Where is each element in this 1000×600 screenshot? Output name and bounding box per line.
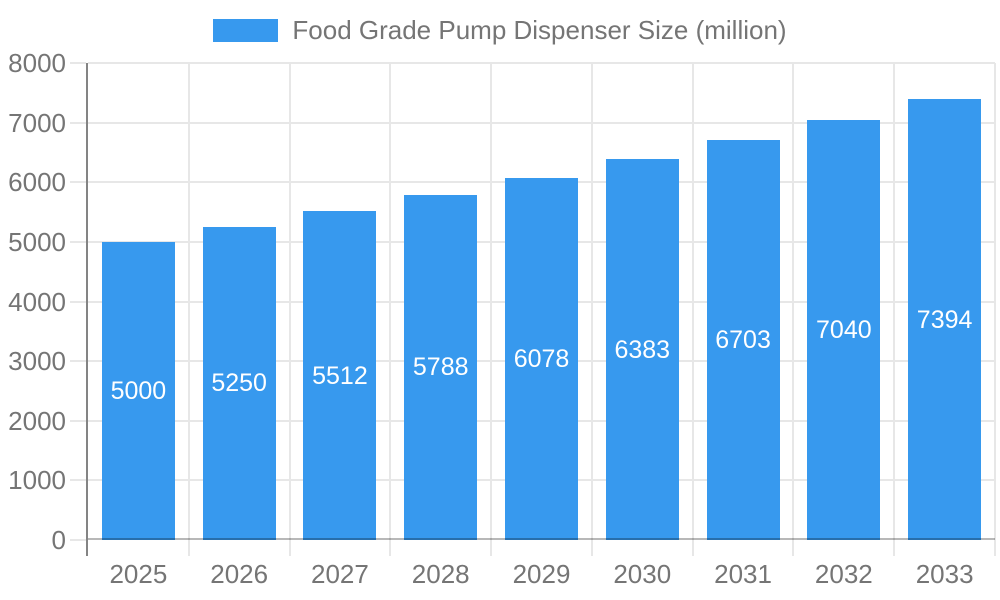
y-axis-label: 3000 xyxy=(8,346,66,377)
bar-value-label: 7040 xyxy=(816,316,872,345)
bar-value-label: 6383 xyxy=(614,335,671,364)
bar-value-label: 7394 xyxy=(916,305,973,334)
bar[interactable] xyxy=(404,194,478,540)
y-axis-label: 8000 xyxy=(8,48,66,78)
bar-value-label: 5512 xyxy=(312,361,368,390)
bar-value-label: 6703 xyxy=(715,326,771,355)
y-tick xyxy=(70,121,86,124)
x-axis-label: 2033 xyxy=(915,559,974,589)
legend-swatch-icon xyxy=(213,19,279,42)
y-axis-label: 7000 xyxy=(8,107,66,138)
x-axis-label: 2028 xyxy=(411,559,470,589)
bar[interactable] xyxy=(807,120,881,540)
y-tick xyxy=(70,62,86,64)
bar[interactable] xyxy=(202,226,276,540)
x-gridline xyxy=(893,63,896,556)
chart-legend[interactable]: Food Grade Pump Dispenser Size (million) xyxy=(0,15,1000,46)
bar[interactable] xyxy=(706,140,780,540)
x-axis-label: 2030 xyxy=(613,559,672,589)
y-tick xyxy=(70,479,86,482)
x-axis-label: 2027 xyxy=(311,559,369,589)
legend-label: Food Grade Pump Dispenser Size (million) xyxy=(292,15,787,45)
x-axis-label: 2026 xyxy=(210,559,269,589)
y-gridline xyxy=(88,62,995,64)
y-axis-label: 6000 xyxy=(8,167,66,198)
y-axis-label: 2000 xyxy=(8,405,66,436)
bar[interactable] xyxy=(505,177,578,540)
bar[interactable] xyxy=(303,211,377,540)
bar-value-label: 5788 xyxy=(412,353,469,382)
bar-value-label: 6078 xyxy=(513,344,570,373)
y-tick xyxy=(70,419,86,422)
bar-value-label: 5250 xyxy=(211,369,267,398)
y-gridline xyxy=(88,121,995,124)
y-tick xyxy=(70,360,86,363)
x-gridline xyxy=(288,63,291,556)
x-gridline xyxy=(590,63,593,556)
y-tick xyxy=(70,181,86,184)
y-axis-label: 4000 xyxy=(8,286,66,317)
bar-value-label: 5000 xyxy=(110,376,167,405)
y-axis-label: 5000 xyxy=(8,226,66,257)
x-gridline xyxy=(994,63,996,556)
x-gridline xyxy=(187,63,190,556)
y-tick xyxy=(70,300,86,303)
y-tick xyxy=(70,240,86,243)
x-axis-label: 2032 xyxy=(814,559,873,589)
bar[interactable] xyxy=(908,99,982,540)
x-axis-line xyxy=(88,538,995,540)
y-tick xyxy=(70,539,86,541)
y-axis-label: 1000 xyxy=(8,465,66,496)
bar[interactable] xyxy=(101,241,175,540)
x-axis-label: 2031 xyxy=(714,559,772,589)
x-axis-label: 2025 xyxy=(109,559,168,589)
x-gridline xyxy=(389,63,392,556)
x-axis-label: 2029 xyxy=(512,559,571,589)
y-axis-line xyxy=(86,63,88,556)
y-axis-label: 0 xyxy=(51,525,66,555)
x-gridline xyxy=(792,63,795,556)
x-gridline xyxy=(691,63,694,556)
bar[interactable] xyxy=(605,159,679,540)
x-gridline xyxy=(490,63,493,556)
